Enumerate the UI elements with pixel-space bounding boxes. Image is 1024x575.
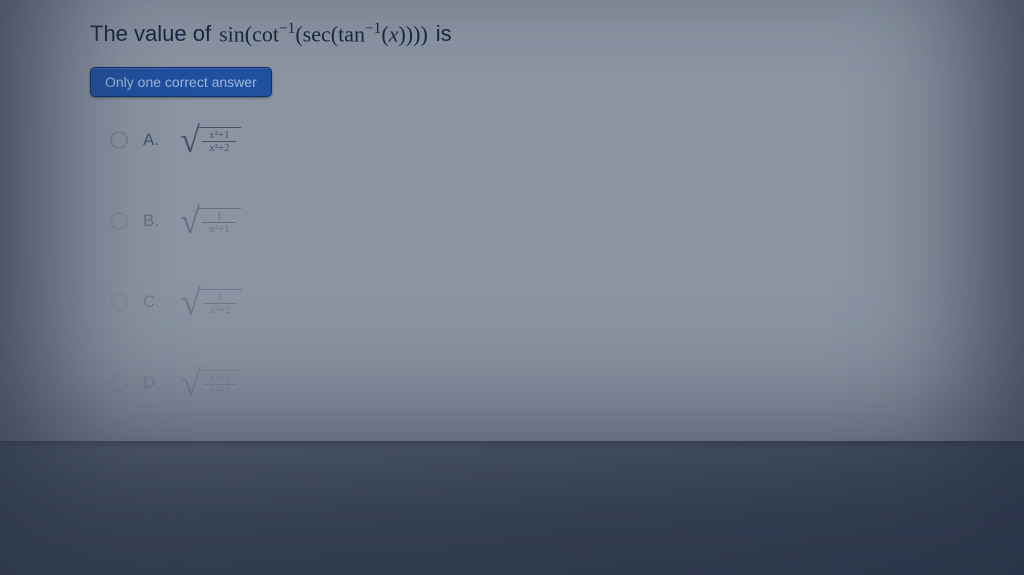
option-b[interactable]: B. √ 1 x²+1 xyxy=(110,203,934,239)
radio-icon[interactable] xyxy=(110,293,128,311)
option-letter: A. xyxy=(143,130,159,150)
option-a[interactable]: A. √ x²+1 x²+2 xyxy=(110,122,934,158)
question-text: The value of sin(cot−1(sec(tan−1(x)))) i… xyxy=(90,20,934,47)
option-letter: D. xyxy=(143,373,160,393)
question-math: sin(cot−1(sec(tan−1(x)))) xyxy=(219,20,428,47)
option-d-expr: √ x²+2 x²+1 xyxy=(181,365,242,401)
option-c-expr: √ 1 x²+2 xyxy=(181,284,242,320)
option-c[interactable]: C. √ 1 x²+2 xyxy=(110,284,934,320)
option-b-expr: √ 1 x²+1 xyxy=(180,203,241,239)
question-prefix: The value of xyxy=(90,21,211,47)
instruction-badge: Only one correct answer xyxy=(90,67,272,97)
radio-icon[interactable] xyxy=(110,374,128,392)
option-d[interactable]: D. √ x²+2 x²+1 xyxy=(110,365,934,401)
option-letter: C. xyxy=(143,292,160,312)
radio-icon[interactable] xyxy=(110,212,128,230)
radio-icon[interactable] xyxy=(110,131,128,149)
question-page: The value of sin(cot−1(sec(tan−1(x)))) i… xyxy=(0,0,1024,441)
instruction-label: Only one correct answer xyxy=(105,74,257,90)
option-a-expr: √ x²+1 x²+2 xyxy=(180,122,241,158)
option-letter: B. xyxy=(143,211,159,231)
options-list: A. √ x²+1 x²+2 B. √ 1 x²+1 xyxy=(90,122,934,401)
question-suffix: is xyxy=(436,21,452,47)
